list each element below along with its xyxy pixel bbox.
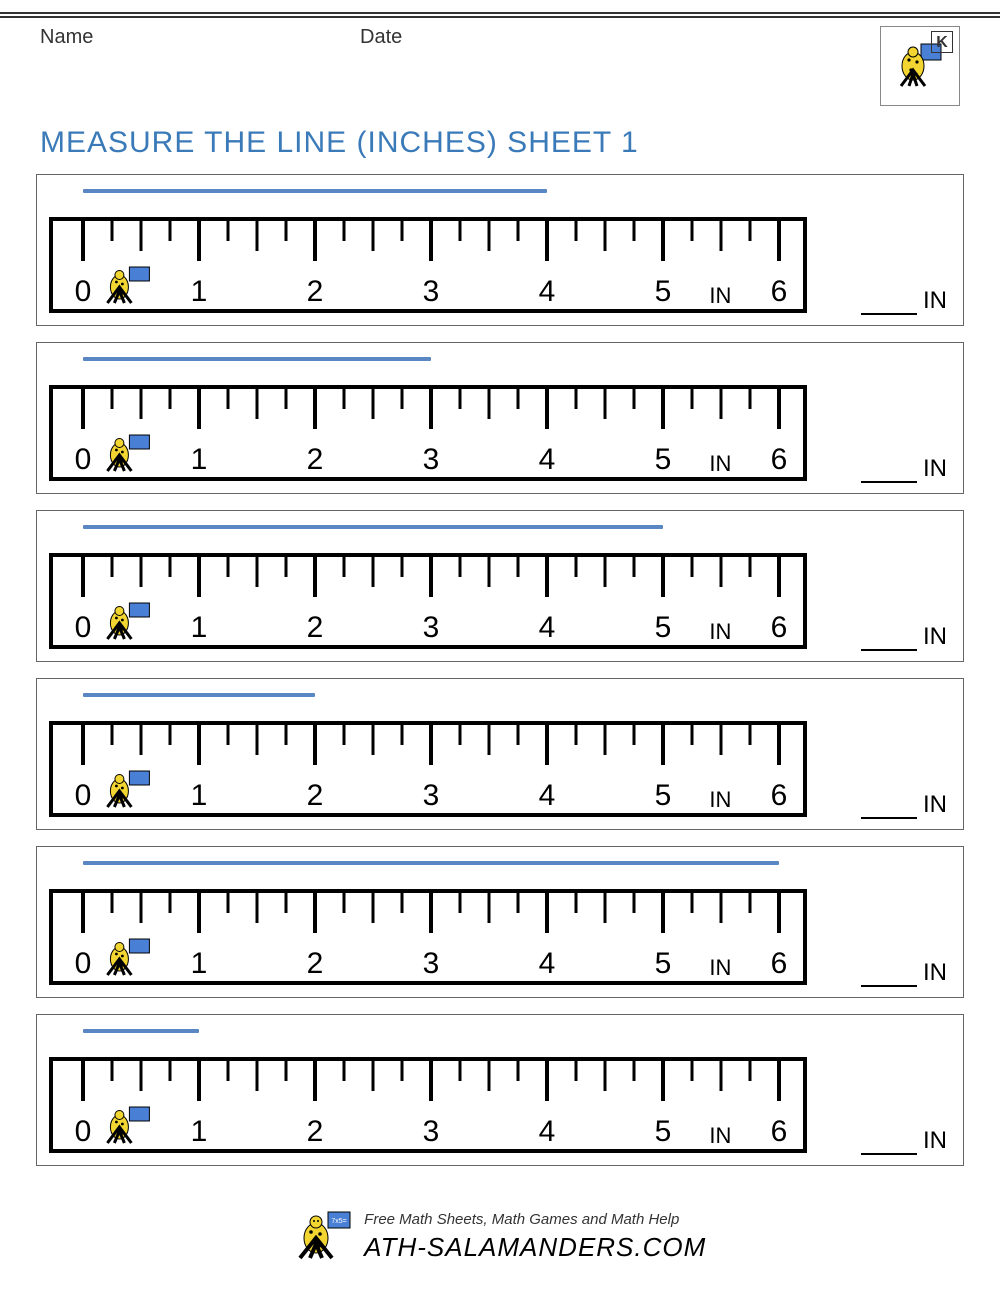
header-rule <box>0 12 1000 18</box>
ruler-zone: 0 1 2 3 4 5 6 IN <box>49 185 814 317</box>
measure-line <box>83 1029 199 1033</box>
footer-site: ATH-SALAMANDERS.COM <box>364 1232 706 1263</box>
answer-blank: IN <box>814 791 951 821</box>
footer: 7x5= Free Math Sheets, Math Games and Ma… <box>0 1182 1000 1285</box>
svg-text:2: 2 <box>307 779 324 812</box>
grade-letter: K <box>931 31 953 53</box>
svg-text:6: 6 <box>771 1115 788 1148</box>
ruler-zone: 0 1 2 3 4 5 6 IN <box>49 857 814 989</box>
svg-text:1: 1 <box>191 947 208 980</box>
svg-text:2: 2 <box>307 275 324 308</box>
measure-line <box>83 525 663 529</box>
svg-text:0: 0 <box>75 779 92 812</box>
svg-text:6: 6 <box>771 611 788 644</box>
svg-text:1: 1 <box>191 1115 208 1148</box>
header-row: Name Date K <box>0 26 1000 106</box>
problem-row: 0 1 2 3 4 5 6 IN IN <box>36 846 964 998</box>
ruler: 0 1 2 3 4 5 6 IN <box>49 217 807 313</box>
answer-blank: IN <box>814 1127 951 1157</box>
ruler-zone: 0 1 2 3 4 5 6 IN <box>49 521 814 653</box>
svg-text:3: 3 <box>423 443 440 476</box>
svg-text:6: 6 <box>771 947 788 980</box>
svg-text:5: 5 <box>655 947 672 980</box>
svg-text:3: 3 <box>423 947 440 980</box>
answer-blank: IN <box>814 959 951 989</box>
svg-text:0: 0 <box>75 275 92 308</box>
svg-text:4: 4 <box>539 275 556 308</box>
problem-row: 0 1 2 3 4 5 6 IN IN <box>36 678 964 830</box>
page-title: MEASURE THE LINE (INCHES) SHEET 1 <box>0 106 1000 174</box>
svg-text:4: 4 <box>539 611 556 644</box>
answer-blank: IN <box>814 287 951 317</box>
measure-line <box>83 693 315 697</box>
name-label: Name <box>40 26 360 49</box>
svg-text:5: 5 <box>655 443 672 476</box>
answer-blank: IN <box>814 623 951 653</box>
svg-text:1: 1 <box>191 779 208 812</box>
svg-text:2: 2 <box>307 611 324 644</box>
problem-row: 0 1 2 3 4 5 6 IN IN <box>36 510 964 662</box>
ruler: 0 1 2 3 4 5 6 IN <box>49 385 807 481</box>
svg-text:IN: IN <box>709 451 731 476</box>
svg-text:4: 4 <box>539 947 556 980</box>
answer-blank: IN <box>814 455 951 485</box>
footer-tagline: Free Math Sheets, Math Games and Math He… <box>364 1211 706 1228</box>
svg-text:6: 6 <box>771 443 788 476</box>
svg-text:6: 6 <box>771 779 788 812</box>
svg-text:4: 4 <box>539 1115 556 1148</box>
ruler-zone: 0 1 2 3 4 5 6 IN <box>49 1025 814 1157</box>
svg-text:2: 2 <box>307 1115 324 1148</box>
svg-text:5: 5 <box>655 1115 672 1148</box>
measure-line <box>83 861 779 865</box>
measure-line <box>83 189 547 193</box>
ruler: 0 1 2 3 4 5 6 IN <box>49 553 807 649</box>
svg-text:IN: IN <box>709 619 731 644</box>
svg-text:1: 1 <box>191 275 208 308</box>
svg-text:IN: IN <box>709 283 731 308</box>
ruler: 0 1 2 3 4 5 6 IN <box>49 889 807 985</box>
svg-text:3: 3 <box>423 611 440 644</box>
svg-text:6: 6 <box>771 275 788 308</box>
problem-row: 0 1 2 3 4 5 6 IN IN <box>36 342 964 494</box>
svg-text:1: 1 <box>191 443 208 476</box>
svg-text:IN: IN <box>709 1123 731 1148</box>
svg-text:3: 3 <box>423 1115 440 1148</box>
svg-text:3: 3 <box>423 275 440 308</box>
ruler: 0 1 2 3 4 5 6 IN <box>49 721 807 817</box>
svg-text:5: 5 <box>655 611 672 644</box>
ruler-zone: 0 1 2 3 4 5 6 IN <box>49 353 814 485</box>
ruler: 0 1 2 3 4 5 6 IN <box>49 1057 807 1153</box>
date-label: Date <box>360 26 880 49</box>
salamander-footer-icon: 7x5= <box>294 1208 354 1265</box>
problems-container: 0 1 2 3 4 5 6 IN IN 0 1 2 3 4 5 6 IN IN <box>0 174 1000 1166</box>
svg-text:0: 0 <box>75 611 92 644</box>
svg-text:4: 4 <box>539 443 556 476</box>
svg-text:0: 0 <box>75 443 92 476</box>
measure-line <box>83 357 431 361</box>
svg-text:5: 5 <box>655 779 672 812</box>
svg-text:3: 3 <box>423 779 440 812</box>
problem-row: 0 1 2 3 4 5 6 IN IN <box>36 1014 964 1166</box>
svg-text:5: 5 <box>655 275 672 308</box>
ruler-zone: 0 1 2 3 4 5 6 IN <box>49 689 814 821</box>
problem-row: 0 1 2 3 4 5 6 IN IN <box>36 174 964 326</box>
svg-text:2: 2 <box>307 443 324 476</box>
svg-text:7x5=: 7x5= <box>331 1218 346 1225</box>
svg-text:4: 4 <box>539 779 556 812</box>
svg-text:IN: IN <box>709 955 731 980</box>
svg-text:0: 0 <box>75 947 92 980</box>
svg-text:0: 0 <box>75 1115 92 1148</box>
svg-text:IN: IN <box>709 787 731 812</box>
svg-text:2: 2 <box>307 947 324 980</box>
svg-text:1: 1 <box>191 611 208 644</box>
grade-badge: K <box>880 26 960 106</box>
